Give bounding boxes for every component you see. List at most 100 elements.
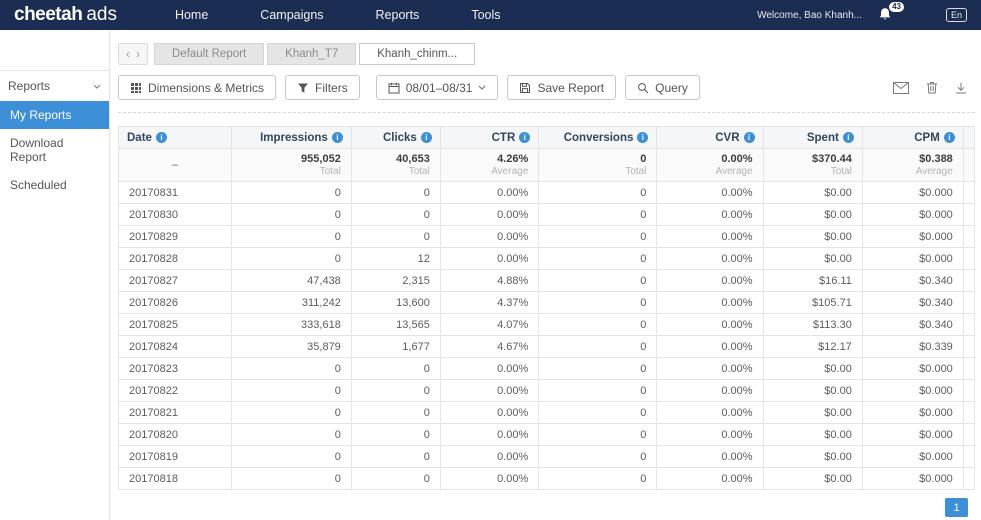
date-cell: 20170820	[118, 423, 232, 446]
scrollbar-gutter-cell	[962, 148, 976, 182]
save-icon	[520, 82, 531, 93]
date-cell: 20170818	[118, 467, 232, 490]
delete-report-button[interactable]	[926, 81, 938, 94]
value-cell: 0	[538, 335, 658, 358]
column-header-spent[interactable]: Spent i	[762, 126, 863, 149]
info-icon[interactable]: i	[637, 131, 649, 143]
language-selector[interactable]: En	[945, 8, 967, 22]
value-cell: $0.000	[861, 247, 964, 270]
sidebar-item-my-reports[interactable]: My Reports	[0, 101, 109, 129]
tab-scroll-right-icon[interactable]: ›	[136, 47, 140, 61]
column-header-cvr[interactable]: CVR i	[656, 126, 764, 149]
value-cell: 0	[350, 379, 441, 402]
column-header-cpm[interactable]: CPM i	[861, 126, 964, 149]
value-cell: $12.17	[762, 335, 863, 358]
value-cell: $0.00	[762, 379, 863, 402]
value-cell: $105.71	[762, 291, 863, 314]
page-1-button[interactable]: 1	[945, 498, 968, 517]
query-button[interactable]: Query	[625, 75, 700, 100]
info-icon[interactable]: i	[420, 131, 432, 143]
value-cell: 0.00%	[656, 445, 764, 468]
date-range-button[interactable]: 08/01–08/31	[375, 75, 499, 100]
envelope-icon	[893, 81, 909, 94]
sidebar-section-reports[interactable]: Reports	[0, 70, 109, 101]
sidebar-item-scheduled[interactable]: Scheduled	[10, 178, 67, 192]
toolbar-right-icons	[893, 81, 975, 94]
value-cell: $0.00	[762, 357, 863, 380]
info-icon[interactable]: i	[842, 131, 854, 143]
column-header-conversions[interactable]: Conversions i	[538, 126, 658, 149]
info-icon[interactable]: i	[743, 131, 755, 143]
chevron-down-icon	[93, 84, 101, 89]
nav-item-tools[interactable]: Tools	[471, 8, 501, 22]
value-cell: 0.00%	[439, 203, 540, 226]
value-cell: 0.00%	[439, 225, 540, 248]
scrollbar-gutter-cell	[962, 445, 976, 468]
value-cell: 0	[538, 357, 658, 380]
pagination: 1	[945, 498, 968, 517]
value-cell: 0.00%	[656, 401, 764, 424]
value-cell: 0	[350, 445, 441, 468]
notifications-button[interactable]: 43	[878, 2, 904, 23]
summary-sublabel: Average	[491, 166, 529, 177]
nav-item-campaigns[interactable]: Campaigns	[260, 8, 324, 22]
value-cell: 0.00%	[439, 379, 540, 402]
welcome-text: Welcome, Bao Khanh...	[757, 10, 862, 21]
column-label: Spent	[806, 131, 839, 144]
value-cell: $0.000	[861, 225, 964, 248]
column-label: Impressions	[260, 131, 328, 144]
value-cell: 0	[538, 401, 658, 424]
username[interactable]: Bao Khanh...	[804, 9, 862, 21]
trash-icon	[927, 82, 937, 94]
scrollbar-gutter-cell	[962, 269, 976, 292]
value-cell: 0.00%	[656, 335, 764, 358]
value-cell: $0.000	[861, 181, 964, 204]
sidebar: Reports My Reports Download Report Sched…	[0, 30, 110, 520]
email-report-button[interactable]	[893, 81, 909, 94]
value-cell: 47,438	[230, 269, 352, 292]
download-report-button[interactable]	[955, 82, 967, 94]
info-icon[interactable]: i	[519, 131, 531, 143]
value-cell: 0.00%	[656, 313, 764, 336]
value-cell: 0	[350, 357, 441, 380]
nav-item-home[interactable]: Home	[174, 8, 209, 22]
value-cell: 4.88%	[439, 269, 540, 292]
scrollbar-gutter-cell	[962, 247, 976, 270]
scrollbar-gutter-cell	[962, 313, 976, 336]
summary-value: 40,653	[396, 153, 430, 165]
nav-item-reports[interactable]: Reports	[375, 8, 420, 22]
value-cell: 0	[350, 181, 441, 204]
column-header-ctr[interactable]: CTR i	[439, 126, 540, 149]
column-header-clicks[interactable]: Clicks i	[350, 126, 441, 149]
table-row: 20170830 0 0 0.00% 0 0.00% $0.00 $0.000	[118, 203, 976, 226]
summary-value-cell: 4.26% Average	[439, 148, 540, 182]
column-header-date[interactable]: Date i	[118, 126, 232, 149]
dimensions-metrics-button[interactable]: Dimensions & Metrics	[118, 75, 277, 100]
value-cell: 0	[350, 467, 441, 490]
info-icon[interactable]: i	[155, 131, 167, 143]
tab-khanh-chinm[interactable]: Khanh_chinm...	[359, 43, 476, 65]
top-navbar: cheetah ads Home Campaigns Reports Tools …	[0, 0, 981, 30]
scrollbar-gutter-cell	[962, 291, 976, 314]
value-cell: 13,565	[350, 313, 441, 336]
save-report-button[interactable]: Save Report	[507, 75, 617, 100]
column-header-impressions[interactable]: Impressions i	[230, 126, 352, 149]
tab-default-report[interactable]: Default Report	[154, 43, 265, 65]
info-icon[interactable]: i	[331, 131, 343, 143]
filters-button[interactable]: Filters	[285, 75, 360, 100]
brand-logo[interactable]: cheetah ads	[14, 4, 117, 26]
summary-value-cell: $370.44 Total	[762, 148, 863, 182]
tab-scroll-left-icon[interactable]: ‹	[126, 47, 130, 61]
summary-date-cell: –	[118, 148, 232, 182]
summary-sublabel: Average	[715, 166, 753, 177]
date-cell: 20170830	[118, 203, 232, 226]
value-cell: 0	[350, 401, 441, 424]
value-cell: 4.07%	[439, 313, 540, 336]
info-icon[interactable]: i	[943, 131, 955, 143]
table-row: 20170825 333,618 13,565 4.07% 0 0.00% $113.30 $…	[118, 313, 976, 336]
value-cell: $0.339	[861, 335, 964, 358]
value-cell: 0	[230, 181, 352, 204]
tab-khanh-t7[interactable]: Khanh_T7	[267, 43, 357, 65]
value-cell: $0.340	[861, 291, 964, 314]
sidebar-item-download-report[interactable]: Download Report	[10, 136, 64, 164]
